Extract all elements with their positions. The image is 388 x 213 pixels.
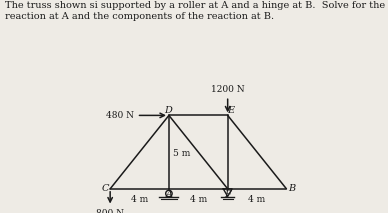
Text: C: C	[101, 184, 109, 193]
Text: reaction at A and the components of the reaction at B.: reaction at A and the components of the …	[5, 12, 274, 21]
Text: 1200 N: 1200 N	[211, 85, 244, 94]
Text: D: D	[164, 106, 171, 115]
Text: 4 m: 4 m	[131, 195, 148, 204]
Text: B: B	[288, 184, 295, 193]
Text: E: E	[227, 106, 234, 115]
Text: 5 m: 5 m	[173, 149, 190, 158]
Text: 4 m: 4 m	[248, 195, 266, 204]
Text: F: F	[224, 190, 231, 199]
Text: 800 N: 800 N	[96, 209, 124, 213]
Text: 4 m: 4 m	[190, 195, 207, 204]
Text: The truss shown si supported by a roller at A and a hinge at B.  Solve for the: The truss shown si supported by a roller…	[5, 1, 385, 10]
Text: 480 N: 480 N	[106, 111, 134, 120]
Text: A: A	[166, 190, 173, 199]
